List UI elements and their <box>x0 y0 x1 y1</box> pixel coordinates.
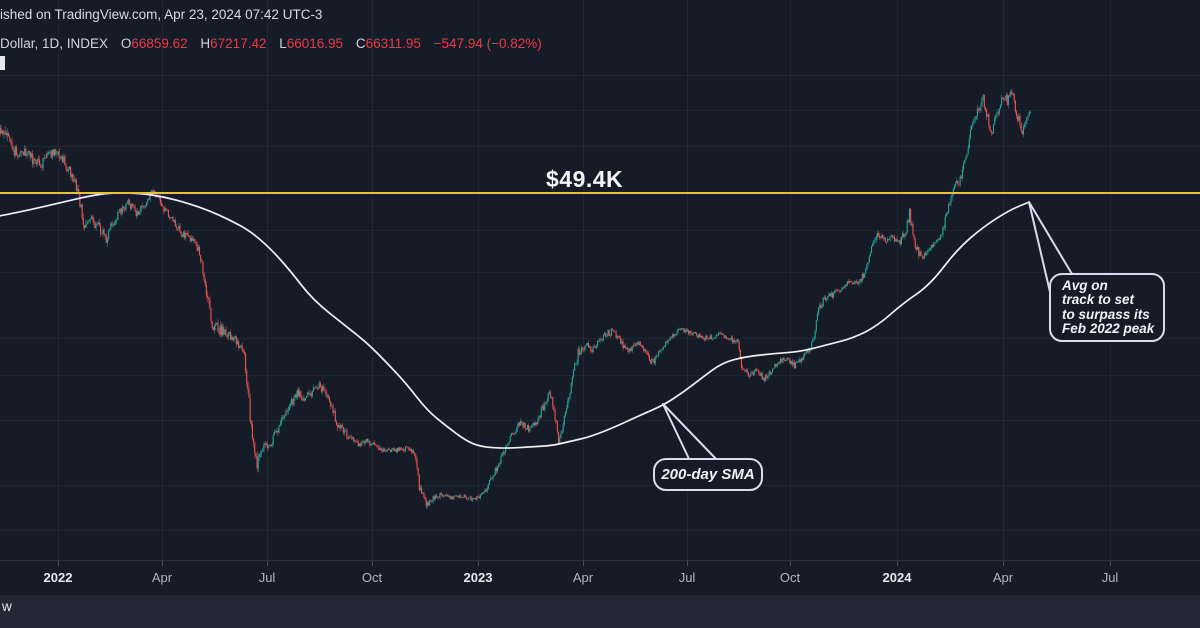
ohlc-close: C66311.95 <box>355 36 421 51</box>
ohlc-low: L66016.95 <box>279 36 344 51</box>
x-axis-tick-label: Oct <box>779 570 801 585</box>
x-axis-tick-label: 2023 <box>463 570 493 585</box>
x-axis[interactable]: 2022 Apr Jul Oct 2023 Apr Jul Oct 2024 Apr Jul <box>0 570 1200 594</box>
sma-callout-text: 200-day SMA <box>661 466 755 483</box>
avg-callout-line-3: to surpass its <box>1062 306 1150 322</box>
x-axis-tick-label: 2024 <box>882 570 912 585</box>
bottom-bar: w <box>0 595 1200 628</box>
publish-info: ished on TradingView.com, Apr 23, 2024 0… <box>0 7 323 22</box>
avg-callout-line-4: Feb 2022 peak <box>1062 320 1155 336</box>
x-axis-tick-label: Apr <box>572 570 594 585</box>
avg-callout-line-2: track to set <box>1062 292 1135 308</box>
price-line-label: $49.4K <box>546 166 624 192</box>
ohlc-open: O66859.62 <box>120 36 188 51</box>
x-axis-tick-label: Jul <box>258 570 276 585</box>
sma-callout: 200-day SMA <box>653 458 763 491</box>
ohlc-high: H67217.42 <box>200 36 267 51</box>
symbol-title: Dollar, 1D, INDEX <box>0 36 109 51</box>
x-axis-tick-label: 2022 <box>43 570 73 585</box>
x-axis-tick-label: Jul <box>1101 570 1119 585</box>
change-readout: −547.94 (−0.82%) <box>433 36 542 51</box>
x-axis-tick-label: Jul <box>678 570 696 585</box>
symbol-ohlc-row[interactable]: Dollar, 1D, INDEX O66859.62 H67217.42 L6… <box>0 36 542 51</box>
watermark-text: w <box>2 599 12 614</box>
avg-peak-callout: Avg on track to set to surpass its Feb 2… <box>1049 273 1165 342</box>
legend-stub-box <box>0 56 5 70</box>
avg-callout-line-1: Avg on <box>1062 278 1108 294</box>
x-axis-tick-label: Apr <box>151 570 173 585</box>
x-axis-tick-label: Apr <box>992 570 1014 585</box>
x-axis-tick-label: Oct <box>361 570 383 585</box>
